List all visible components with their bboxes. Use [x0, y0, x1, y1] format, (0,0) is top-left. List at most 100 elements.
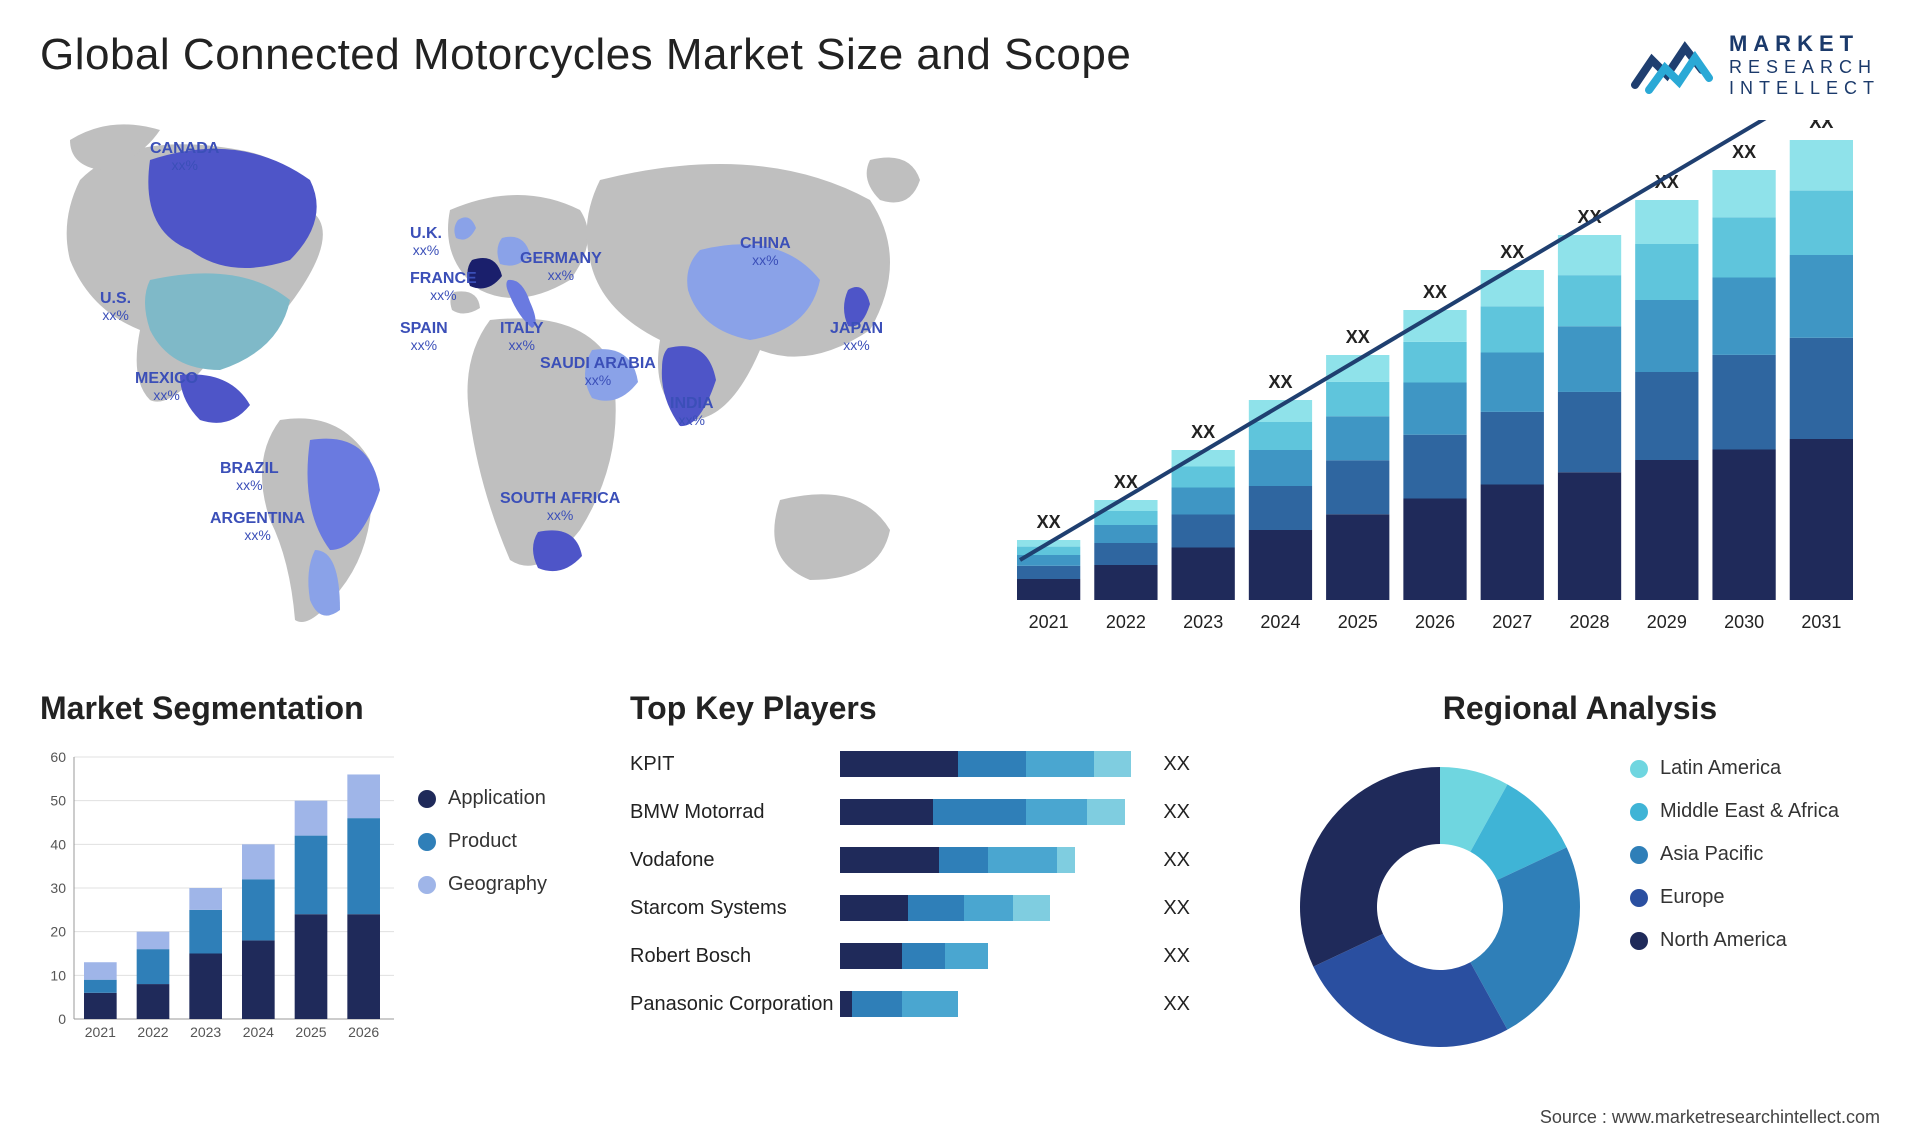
- svg-text:2025: 2025: [295, 1024, 326, 1040]
- svg-text:2024: 2024: [1260, 612, 1300, 632]
- player-bar-seg: [964, 895, 1013, 921]
- map-label-south-africa: SOUTH AFRICAxx%: [500, 490, 620, 523]
- bottom-row: Market Segmentation 01020304050602021202…: [40, 690, 1880, 1110]
- world-map: CANADAxx%U.S.xx%MEXICOxx%BRAZILxx%ARGENT…: [40, 120, 940, 640]
- map-label-india: INDIAxx%: [670, 395, 714, 428]
- map-label-italy: ITALYxx%: [500, 320, 544, 353]
- player-row: BMW Motorrad XX: [630, 795, 1190, 829]
- page: Global Connected Motorcycles Market Size…: [0, 0, 1920, 1146]
- player-row: Vodafone XX: [630, 843, 1190, 877]
- player-bar-seg: [840, 751, 958, 777]
- svg-text:2023: 2023: [190, 1024, 221, 1040]
- map-label-japan: JAPANxx%: [830, 320, 883, 353]
- player-name: BMW Motorrad: [630, 801, 840, 824]
- segmentation-title: Market Segmentation: [40, 690, 600, 727]
- legend-label: Product: [448, 830, 517, 853]
- player-bar-seg: [908, 895, 964, 921]
- svg-text:2021: 2021: [1029, 612, 1069, 632]
- legend-label: Middle East & Africa: [1660, 800, 1839, 823]
- segmentation-chart: 0102030405060202120222023202420252026 Ap…: [40, 747, 600, 1047]
- player-name: Starcom Systems: [630, 897, 840, 920]
- player-bar: [840, 895, 1149, 921]
- logo-line2: RESEARCH: [1729, 57, 1880, 78]
- map-label-spain: SPAINxx%: [400, 320, 448, 353]
- segmentation-panel: Market Segmentation 01020304050602021202…: [40, 690, 600, 1110]
- donut-wrap: [1280, 747, 1600, 1067]
- svg-text:2023: 2023: [1183, 612, 1223, 632]
- player-bar: [840, 991, 1149, 1017]
- player-bar-seg: [902, 943, 945, 969]
- player-bar-seg: [840, 895, 908, 921]
- map-label-canada: CANADAxx%: [150, 140, 219, 173]
- svg-text:20: 20: [50, 924, 66, 940]
- player-row: Robert BoschXX: [630, 939, 1190, 973]
- top-row: CANADAxx%U.S.xx%MEXICOxx%BRAZILxx%ARGENT…: [40, 120, 1880, 660]
- svg-text:2024: 2024: [243, 1024, 274, 1040]
- svg-text:XX: XX: [1346, 327, 1370, 347]
- legend-label: North America: [1660, 929, 1787, 952]
- logo-line1: MARKET: [1729, 31, 1880, 57]
- growth-chart-svg: XX2021XX2022XX2023XX2024XX2025XX2026XX20…: [980, 120, 1880, 640]
- player-bar: [840, 847, 1149, 873]
- player-bar-seg: [1026, 799, 1088, 825]
- svg-text:2030: 2030: [1724, 612, 1764, 632]
- growth-chart: XX2021XX2022XX2023XX2024XX2025XX2026XX20…: [980, 120, 1880, 640]
- regional-chart: Latin America Middle East & Africa Asia Pa…: [1280, 747, 1880, 1067]
- player-name: Vodafone: [630, 849, 840, 872]
- regional-legend-item: Latin America: [1630, 757, 1839, 780]
- svg-text:XX: XX: [1268, 372, 1292, 392]
- svg-text:2025: 2025: [1338, 612, 1378, 632]
- player-bar: [840, 799, 1149, 825]
- player-bar-seg: [1026, 751, 1094, 777]
- player-bar-seg: [945, 943, 988, 969]
- regional-legend-item: Middle East & Africa: [1630, 800, 1839, 823]
- svg-text:2022: 2022: [1106, 612, 1146, 632]
- player-bar-seg: [852, 991, 901, 1017]
- player-name: Robert Bosch: [630, 945, 840, 968]
- player-value: XX: [1163, 801, 1190, 824]
- map-label-u-s-: U.S.xx%: [100, 290, 131, 323]
- legend-label: Asia Pacific: [1660, 843, 1763, 866]
- svg-text:XX: XX: [1500, 242, 1524, 262]
- player-bar: [840, 943, 1149, 969]
- svg-text:30: 30: [50, 880, 66, 896]
- header: Global Connected Motorcycles Market Size…: [40, 30, 1880, 100]
- map-label-saudi-arabia: SAUDI ARABIAxx%: [540, 355, 656, 388]
- svg-text:2027: 2027: [1492, 612, 1532, 632]
- map-label-argentina: ARGENTINAxx%: [210, 510, 305, 543]
- seg-legend-item: Geography: [418, 873, 547, 896]
- legend-dot: [418, 833, 436, 851]
- player-bar-seg: [1013, 895, 1050, 921]
- segmentation-svg: 0102030405060202120222023202420252026: [40, 747, 400, 1047]
- regional-legend-item: Europe: [1630, 886, 1839, 909]
- seg-legend-item: Application: [418, 787, 547, 810]
- player-bar-seg: [1094, 751, 1131, 777]
- players-title: Top Key Players: [630, 690, 1250, 727]
- player-value: XX: [1163, 849, 1190, 872]
- legend-label: Application: [448, 787, 546, 810]
- svg-text:2022: 2022: [137, 1024, 168, 1040]
- legend-dot: [1630, 889, 1648, 907]
- regional-legend-item: North America: [1630, 929, 1839, 952]
- map-label-u-k-: U.K.xx%: [410, 225, 442, 258]
- svg-text:XX: XX: [1809, 120, 1833, 132]
- player-bar-seg: [840, 847, 939, 873]
- svg-text:0: 0: [58, 1011, 66, 1027]
- player-bar-seg: [840, 943, 902, 969]
- svg-text:XX: XX: [1191, 422, 1215, 442]
- regional-legend-item: Asia Pacific: [1630, 843, 1839, 866]
- map-label-mexico: MEXICOxx%: [135, 370, 198, 403]
- regional-legend: Latin America Middle East & Africa Asia Pa…: [1630, 747, 1839, 972]
- logo-icon: [1627, 30, 1717, 100]
- player-value: XX: [1163, 993, 1190, 1016]
- player-bar-seg: [939, 847, 988, 873]
- regional-title: Regional Analysis: [1280, 690, 1880, 727]
- player-bar-seg: [1087, 799, 1124, 825]
- legend-dot: [1630, 846, 1648, 864]
- players-chart: KPITXXBMW MotorradXXVodafoneXXStarcom Sy…: [630, 747, 1190, 1021]
- segmentation-legend: Application Product Geography: [418, 747, 547, 1047]
- player-row: Panasonic CorporationXX: [630, 987, 1190, 1021]
- player-row: Starcom SystemsXX: [630, 891, 1190, 925]
- page-title: Global Connected Motorcycles Market Size…: [40, 30, 1131, 80]
- source-text: Source : www.marketresearchintellect.com: [1540, 1107, 1880, 1128]
